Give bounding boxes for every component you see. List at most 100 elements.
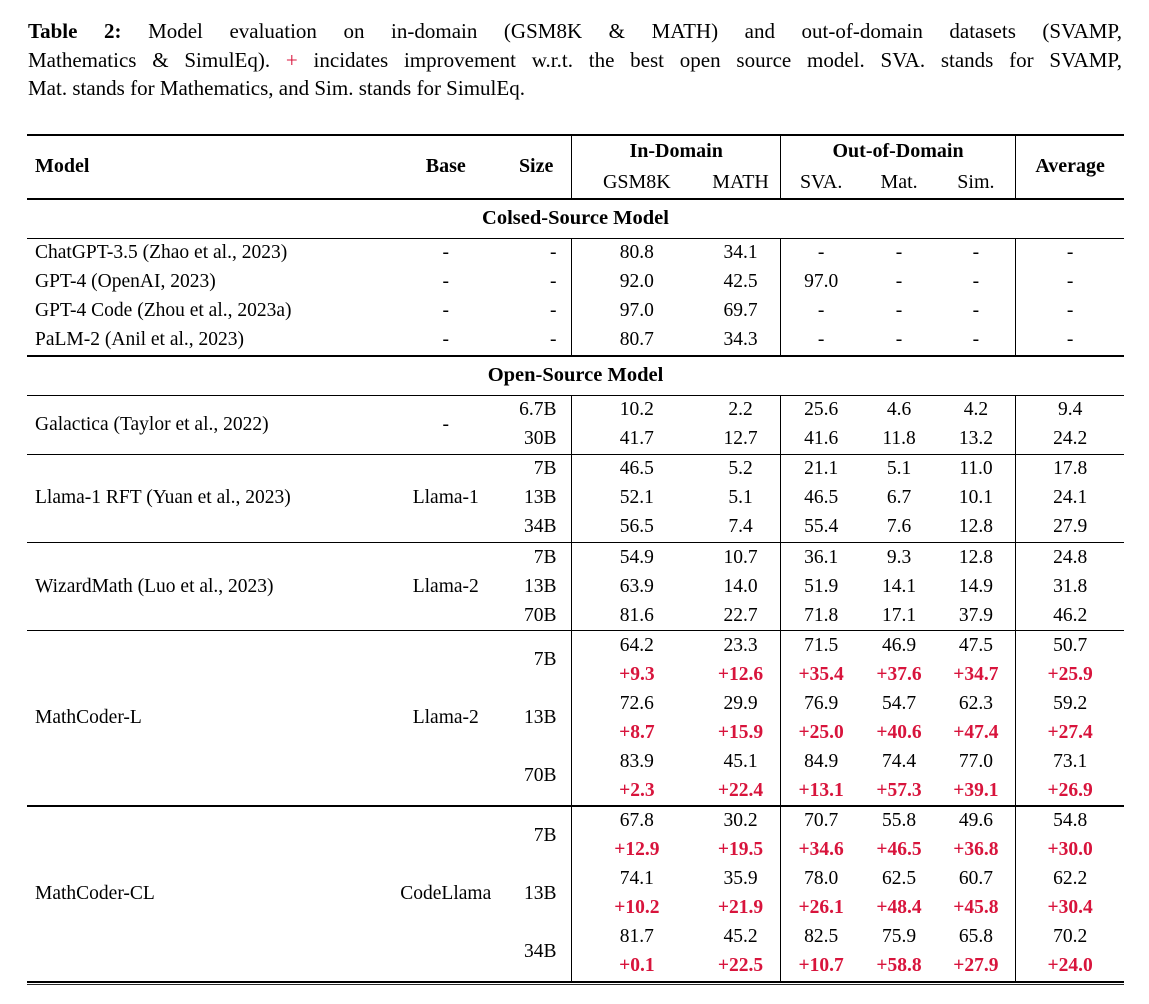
cell-sim: 13.2: [936, 424, 1017, 454]
table-row: 13B 52.1 5.1 46.5 6.7 10.1 24.1: [27, 483, 1124, 513]
cell-size: 7B: [500, 631, 573, 690]
delta-gsm8k: +8.7: [619, 721, 655, 743]
cell-average: 24.1: [1053, 487, 1088, 509]
delta-sva: +34.6: [798, 839, 844, 861]
cell-base: -: [442, 413, 450, 435]
cell-sva: 71.8: [804, 604, 839, 626]
table-row: ChatGPT-3.5 (Zhao et al., 2023) - - 80.8 34.…: [27, 238, 1124, 268]
cell-size: 70B: [500, 601, 573, 631]
cell-average: -: [1066, 242, 1074, 264]
caption-text-2a: Mathematics & SimulEq).: [28, 47, 286, 72]
cell-model: Galactica (Taylor et al., 2022): [35, 413, 269, 435]
horizontal-rule: [27, 237, 1124, 239]
header-sim: Sim.: [936, 166, 1017, 198]
cell-math: 23.3: [701, 631, 781, 661]
caption-text-2b: incidates improvement w.r.t. the best op…: [297, 47, 1122, 72]
section-title: Open-Source Model: [487, 364, 664, 387]
rule-cell: [27, 197, 1124, 200]
cell-size: -: [500, 238, 573, 268]
delta-math: +15.9: [701, 718, 781, 748]
cell-gsm8k: 41.7: [619, 428, 654, 450]
cell-average: 46.2: [1053, 604, 1088, 626]
cell-sim: 14.9: [936, 572, 1017, 602]
cell-mat: 4.6: [886, 399, 912, 421]
delta-row: +8.7 +15.9 +25.0 +40.6 +47.4 +27.4: [27, 718, 1124, 748]
delta-sva: +10.7: [798, 955, 844, 977]
cell-model: WizardMath (Luo et al., 2023): [35, 575, 274, 597]
rule-row: [27, 980, 1124, 985]
cell-average: 59.2: [1053, 692, 1088, 714]
cell-size: 7B: [500, 806, 573, 865]
cell-math: 5.1: [701, 483, 781, 513]
cell-gsm8k: 72.6: [619, 692, 654, 714]
delta-row: +2.3 +22.4 +13.1 +57.3 +39.1 +26.9: [27, 776, 1124, 806]
table-row: PaLM-2 (Anil et al., 2023) - - 80.7 34.3 - - - -: [27, 325, 1124, 355]
horizontal-rule: [27, 630, 1124, 632]
table-row: Llama-1 RFT (Yuan et al., 2023) Llama-1 7B…: [27, 454, 1124, 508]
caption-line-3: Mat. stands for Mathematics, and Sim. st…: [28, 74, 1122, 103]
cell-mat: 7.6: [886, 516, 912, 538]
cell-sim: 77.0: [936, 747, 1017, 777]
cell-average: -: [1066, 329, 1074, 351]
cell-size: 34B: [500, 512, 573, 542]
delta-sva: +25.0: [798, 721, 844, 743]
delta-math: +19.5: [701, 835, 781, 865]
delta-gsm8k: +2.3: [619, 779, 655, 801]
table-row: WizardMath (Luo et al., 2023) Llama-2 7B 54…: [27, 543, 1124, 597]
delta-math: +22.4: [701, 776, 781, 806]
cell-gsm8k: 81.7: [619, 926, 654, 948]
table-row: MathCoder-L Llama-2 7B 64.2 23.3 71.5 46.9 47.5…: [27, 631, 1124, 728]
caption-line-1: Table 2: Model evaluation on in-domain (…: [28, 17, 1122, 46]
cell-math: 2.2: [701, 395, 781, 425]
cell-gsm8k: 52.1: [619, 487, 654, 509]
delta-average: +26.9: [1047, 779, 1093, 801]
header-size: Size: [500, 135, 573, 198]
delta-sva: +13.1: [798, 779, 844, 801]
cell-math: 34.3: [701, 325, 781, 355]
cell-model: Llama-1 RFT (Yuan et al., 2023): [35, 487, 291, 509]
cell-size: 6.7B: [500, 395, 573, 425]
header-in-domain: In-Domain: [571, 135, 781, 167]
cell-math: 10.7: [701, 543, 781, 573]
cell-average: -: [1066, 271, 1074, 293]
cell-math: 45.1: [701, 747, 781, 777]
delta-row: +10.2 +21.9 +26.1 +48.4 +45.8 +30.4: [27, 893, 1124, 923]
cell-sim: -: [936, 267, 1017, 297]
delta-mat: +48.4: [876, 897, 922, 919]
delta-average: +25.9: [1047, 663, 1093, 685]
table-row: Galactica (Taylor et al., 2022) - 6.7B 10.2…: [27, 395, 1124, 435]
cell-size: 34B: [500, 922, 573, 981]
delta-sim: +34.7: [936, 660, 1017, 690]
cell-base: -: [442, 329, 450, 351]
cell-average: 73.1: [1053, 750, 1088, 772]
cell-math: 5.2: [701, 454, 781, 484]
cell-mat: -: [895, 300, 903, 322]
cell-average: 9.4: [1057, 399, 1083, 421]
horizontal-rule: [27, 394, 1124, 396]
cell-gsm8k: 46.5: [619, 458, 654, 480]
delta-mat: +57.3: [876, 779, 922, 801]
cell-math: 7.4: [701, 512, 781, 542]
cell-mat: 62.5: [881, 868, 917, 890]
cell-gsm8k: 92.0: [619, 271, 654, 293]
rule-cell: [27, 237, 1124, 239]
results-table: Model Base Size In-Domain Out-of-Domain Avera…: [27, 133, 1124, 985]
cell-sim: -: [936, 296, 1017, 326]
delta-mat: +58.8: [876, 955, 922, 977]
cell-mat: -: [895, 329, 903, 351]
cell-average: 17.8: [1053, 458, 1088, 480]
cell-average: 24.2: [1053, 428, 1088, 450]
cell-gsm8k: 81.6: [619, 604, 654, 626]
cell-sim: 12.8: [936, 543, 1017, 573]
section-title: Colsed-Source Model: [482, 207, 669, 230]
table-row: GPT-4 (OpenAI, 2023) - - 92.0 42.5 97.0 - - -: [27, 267, 1124, 297]
cell-mat: -: [895, 271, 903, 293]
rule-cell: [27, 133, 1124, 136]
cell-average: 24.8: [1053, 546, 1088, 568]
cell-sim: -: [936, 325, 1017, 355]
cell-mat: 75.9: [881, 926, 917, 948]
cell-average: 54.8: [1053, 810, 1088, 832]
cell-sva: -: [817, 300, 825, 322]
header-row-groups: Model Base Size In-Domain Out-of-Domain Avera…: [27, 135, 1124, 198]
delta-sim: +39.1: [936, 776, 1017, 806]
